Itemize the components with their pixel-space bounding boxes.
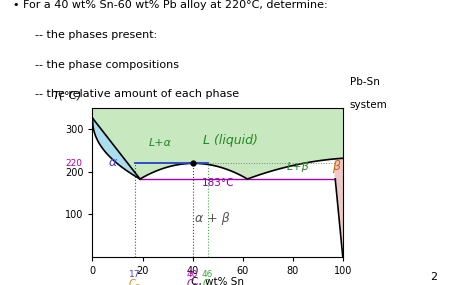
Text: 46: 46 <box>202 270 213 279</box>
Polygon shape <box>92 108 343 179</box>
Text: -- the phase compositions: -- the phase compositions <box>36 60 179 70</box>
Text: -- the relative amount of each phase: -- the relative amount of each phase <box>36 89 239 99</box>
Text: $C_\alpha$: $C_\alpha$ <box>129 278 142 285</box>
Text: α + β: α + β <box>195 212 230 225</box>
Text: 2: 2 <box>430 272 437 282</box>
Text: 220: 220 <box>65 159 83 168</box>
Text: α: α <box>108 156 117 169</box>
Polygon shape <box>92 118 140 179</box>
Text: β: β <box>332 160 341 173</box>
Text: 183°C: 183°C <box>201 178 234 188</box>
Text: • For a 40 wt% Sn-60 wt% Pb alloy at 220°C, determine:: • For a 40 wt% Sn-60 wt% Pb alloy at 220… <box>14 0 328 10</box>
Text: Pb-Sn: Pb-Sn <box>350 77 379 87</box>
Text: $T$(°C): $T$(°C) <box>52 89 82 102</box>
X-axis label: C, wt% Sn: C, wt% Sn <box>191 277 244 285</box>
Polygon shape <box>92 118 140 256</box>
Text: L+α: L+α <box>148 138 171 148</box>
Text: 17: 17 <box>129 270 141 279</box>
Text: 40: 40 <box>187 270 198 279</box>
Polygon shape <box>335 158 343 256</box>
Text: L (liquid): L (liquid) <box>202 134 258 146</box>
Text: system: system <box>350 100 387 110</box>
Text: $C_L$: $C_L$ <box>202 278 214 285</box>
Text: -- the phases present:: -- the phases present: <box>36 30 158 40</box>
Polygon shape <box>335 179 343 256</box>
Text: L+β: L+β <box>286 162 309 172</box>
Text: $C_0$: $C_0$ <box>186 278 199 285</box>
